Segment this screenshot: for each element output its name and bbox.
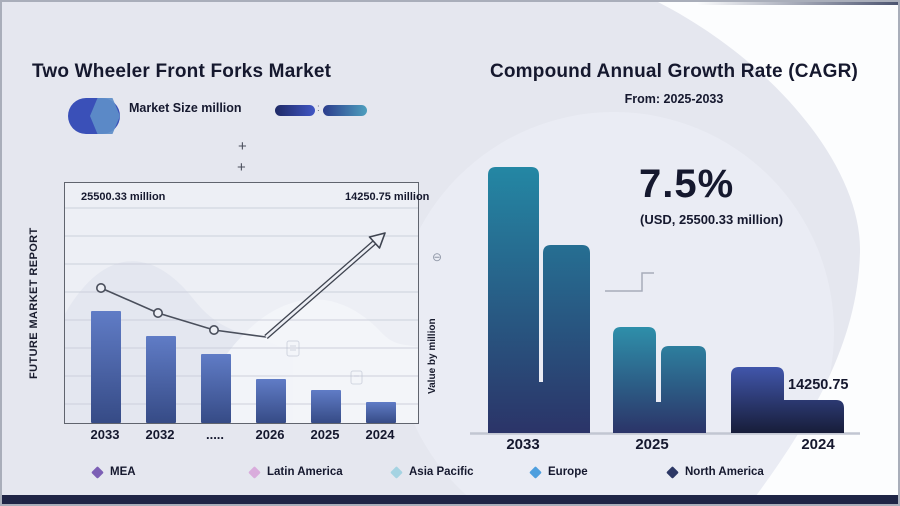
trend-markers xyxy=(95,283,220,336)
chart-value-right: 14250.75 million xyxy=(345,191,430,203)
cagr-tick-2033: 2033 xyxy=(506,436,540,453)
x-tick-2033: 2033 xyxy=(90,427,120,442)
cagr-value: 7.5% xyxy=(639,162,735,206)
plus-icon: + xyxy=(237,159,246,176)
x-tick-2025: 2025 xyxy=(310,427,340,442)
cagr-bar-value: 14250.75 xyxy=(788,377,849,393)
brand-logo-icon xyxy=(68,98,120,134)
gradient-pill-icon xyxy=(323,105,367,116)
legend-label: Asia Pacific xyxy=(409,466,474,478)
diamond-icon xyxy=(91,465,104,479)
trend-arrow-icon xyxy=(264,232,386,339)
market-size-chart: 25500.33 million 14250.75 million xyxy=(64,182,429,424)
pill-separator: : xyxy=(317,103,320,114)
diamond-icon xyxy=(666,465,679,479)
gridlines xyxy=(65,207,418,405)
gradient-pill-icon xyxy=(275,105,315,116)
logo-hexagon-shape xyxy=(90,98,120,134)
cagr-tick-2024: 2024 xyxy=(801,436,835,453)
value-by-million-label: Value by million xyxy=(427,318,438,394)
page-title: Two Wheeler Front Forks Market xyxy=(32,61,332,82)
market-size-chart-plot xyxy=(65,207,418,423)
legend-label: Latin America xyxy=(267,466,343,478)
bar-2025 xyxy=(311,390,341,423)
diamond-icon xyxy=(529,465,542,479)
legend-label: North America xyxy=(685,466,764,478)
bottom-accent-bar xyxy=(2,495,898,504)
x-tick-2024: 2024 xyxy=(365,427,395,442)
x-tick-dots: ..... xyxy=(205,427,225,442)
cagr-basis: (USD, 25500.33 million) xyxy=(640,212,784,227)
market-size-bars xyxy=(91,311,396,423)
cagr-title: Compound Annual Growth Rate (CAGR) xyxy=(489,61,859,82)
cagr-bars-2033 xyxy=(488,167,590,433)
white-diagonal-shape xyxy=(658,2,898,504)
legend-item-latin-america: Latin America xyxy=(248,465,343,479)
cagr-period: From: 2025-2033 xyxy=(624,92,724,106)
market-size-label: Market Size million xyxy=(129,101,242,115)
bar-2033 xyxy=(91,311,121,423)
legend-item-north-america: North America xyxy=(666,465,764,479)
legend-item-asia-pacific: Asia Pacific xyxy=(390,465,474,479)
diamond-icon xyxy=(390,465,403,479)
chart-value-left: 25500.33 million xyxy=(81,191,166,203)
bar-2024 xyxy=(366,402,396,423)
x-tick-2032: 2032 xyxy=(145,427,175,442)
legend-label: MEA xyxy=(110,466,136,478)
cagr-bars-2024 xyxy=(731,367,844,433)
top-edge-accent xyxy=(697,2,898,5)
document-icon xyxy=(286,340,363,385)
diamond-icon xyxy=(248,465,261,479)
trend-line xyxy=(100,287,267,338)
legend-item-europe: Europe xyxy=(529,465,588,479)
minus-circle-icon: ⊖ xyxy=(432,250,443,264)
bar-2032 xyxy=(146,336,176,423)
step-bracket-icon xyxy=(605,272,654,292)
legend-label: Europe xyxy=(548,466,588,478)
cagr-tick-2025: 2025 xyxy=(635,436,669,453)
plus-icon: + xyxy=(238,138,247,155)
bar-2026 xyxy=(256,379,286,423)
cagr-chart xyxy=(470,167,860,435)
x-tick-2026: 2026 xyxy=(255,427,285,442)
cagr-header: Compound Annual Growth Rate (CAGR) From:… xyxy=(464,61,884,106)
future-market-report-label: FUTURE MARKET REPORT xyxy=(28,227,40,379)
legend-item-mea: MEA xyxy=(91,465,136,479)
bar-dots xyxy=(201,354,231,423)
cagr-bars-2025 xyxy=(613,327,706,433)
